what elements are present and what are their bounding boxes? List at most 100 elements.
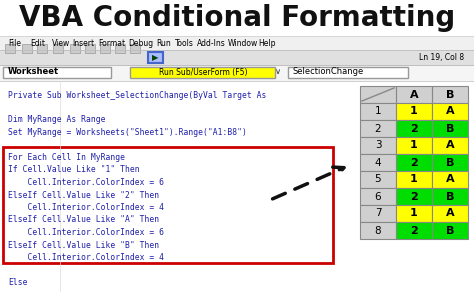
Bar [148, 52, 163, 63]
Text: Edit: Edit [30, 39, 45, 48]
Text: VBA Conditional Formatting: VBA Conditional Formatting [19, 4, 455, 32]
Text: ElseIf Cell.Value Like "2" Then: ElseIf Cell.Value Like "2" Then [8, 190, 159, 199]
Text: 1: 1 [410, 208, 418, 218]
Bar [432, 103, 468, 120]
Text: Insert: Insert [72, 39, 94, 48]
Text: B: B [446, 192, 454, 201]
Text: 2: 2 [410, 124, 418, 133]
Text: Tools: Tools [175, 39, 194, 48]
Text: B: B [446, 90, 454, 100]
Text: 1: 1 [410, 107, 418, 117]
Text: 2: 2 [374, 124, 381, 133]
Bar [130, 67, 275, 78]
Bar [360, 154, 396, 171]
Bar [3, 147, 333, 263]
Text: Else: Else [8, 278, 27, 287]
Text: Cell.Interior.ColorIndex = 4: Cell.Interior.ColorIndex = 4 [8, 253, 164, 262]
Bar [432, 222, 468, 239]
Bar [100, 44, 110, 53]
Text: Ln 19, Col 8: Ln 19, Col 8 [419, 53, 464, 62]
Bar [432, 171, 468, 188]
Text: Window: Window [228, 39, 258, 48]
Bar [70, 44, 80, 53]
Text: Run Sub/UserForm (F5): Run Sub/UserForm (F5) [159, 67, 247, 77]
Text: A: A [446, 140, 454, 150]
Text: Add-Ins: Add-Ins [197, 39, 226, 48]
Text: Help: Help [258, 39, 275, 48]
Bar [130, 44, 140, 53]
Bar [360, 86, 396, 103]
Text: File: File [8, 39, 21, 48]
Bar [432, 120, 468, 137]
Bar [85, 44, 95, 53]
Bar [396, 205, 432, 222]
Bar [115, 44, 125, 53]
Bar [396, 120, 432, 137]
Text: 4: 4 [374, 157, 381, 168]
Text: 1: 1 [374, 107, 381, 117]
Text: Dim MyRange As Range: Dim MyRange As Range [8, 116, 106, 124]
Bar [288, 67, 408, 78]
Bar [396, 103, 432, 120]
Text: 5: 5 [374, 175, 381, 185]
Text: Worksheet: Worksheet [8, 67, 59, 77]
Bar [396, 171, 432, 188]
Text: Run: Run [156, 39, 171, 48]
Text: Cell.Interior.ColorIndex = 4: Cell.Interior.ColorIndex = 4 [8, 203, 164, 212]
Text: Private Sub Worksheet_SelectionChange(ByVal Target As: Private Sub Worksheet_SelectionChange(By… [8, 91, 266, 100]
Bar [396, 154, 432, 171]
Text: B: B [446, 124, 454, 133]
Bar [22, 44, 32, 53]
Bar [432, 154, 468, 171]
Text: A: A [410, 90, 419, 100]
Bar [396, 137, 432, 154]
Text: A: A [446, 208, 454, 218]
Text: For Each Cell In MyRange: For Each Cell In MyRange [8, 153, 125, 162]
Text: Set MyRange = Worksheets("Sheet1").Range("A1:B8"): Set MyRange = Worksheets("Sheet1").Range… [8, 128, 247, 137]
Bar [360, 205, 396, 222]
Bar [360, 222, 396, 239]
Bar [360, 120, 396, 137]
Bar [432, 205, 468, 222]
Bar [360, 86, 468, 103]
Text: ElseIf Cell.Value Like "A" Then: ElseIf Cell.Value Like "A" Then [8, 215, 159, 225]
Text: 2: 2 [410, 192, 418, 201]
Bar [360, 137, 396, 154]
Text: ∨: ∨ [275, 67, 281, 77]
Bar [360, 188, 396, 205]
Bar [0, 65, 474, 81]
Text: View: View [52, 39, 70, 48]
Bar [53, 44, 63, 53]
Bar [432, 86, 468, 103]
Text: SelectionChange: SelectionChange [293, 67, 364, 77]
Text: 2: 2 [410, 157, 418, 168]
Bar [360, 103, 396, 120]
Bar [0, 36, 474, 50]
Text: 6: 6 [374, 192, 381, 201]
Text: 1: 1 [410, 140, 418, 150]
Text: If Cell.Value Like "1" Then: If Cell.Value Like "1" Then [8, 166, 140, 175]
Text: B: B [446, 157, 454, 168]
Text: A: A [446, 175, 454, 185]
Text: 8: 8 [374, 225, 381, 236]
Bar [3, 67, 111, 78]
Text: ▶: ▶ [152, 53, 159, 62]
Bar [360, 171, 396, 188]
Bar [432, 137, 468, 154]
Bar [5, 44, 15, 53]
Text: Debug: Debug [128, 39, 153, 48]
Text: Format: Format [98, 39, 125, 48]
Bar [0, 81, 474, 292]
Text: Cell.Interior.ColorIndex = 6: Cell.Interior.ColorIndex = 6 [8, 228, 164, 237]
Bar [396, 188, 432, 205]
Text: ElseIf Cell.Value Like "B" Then: ElseIf Cell.Value Like "B" Then [8, 241, 159, 249]
Text: B: B [446, 225, 454, 236]
Text: 2: 2 [410, 225, 418, 236]
Bar [37, 44, 47, 53]
Text: 1: 1 [410, 175, 418, 185]
Bar [432, 188, 468, 205]
Text: Cell.Interior.ColorIndex = 6: Cell.Interior.ColorIndex = 6 [8, 178, 164, 187]
Text: 7: 7 [374, 208, 381, 218]
Text: 3: 3 [374, 140, 381, 150]
Text: A: A [446, 107, 454, 117]
